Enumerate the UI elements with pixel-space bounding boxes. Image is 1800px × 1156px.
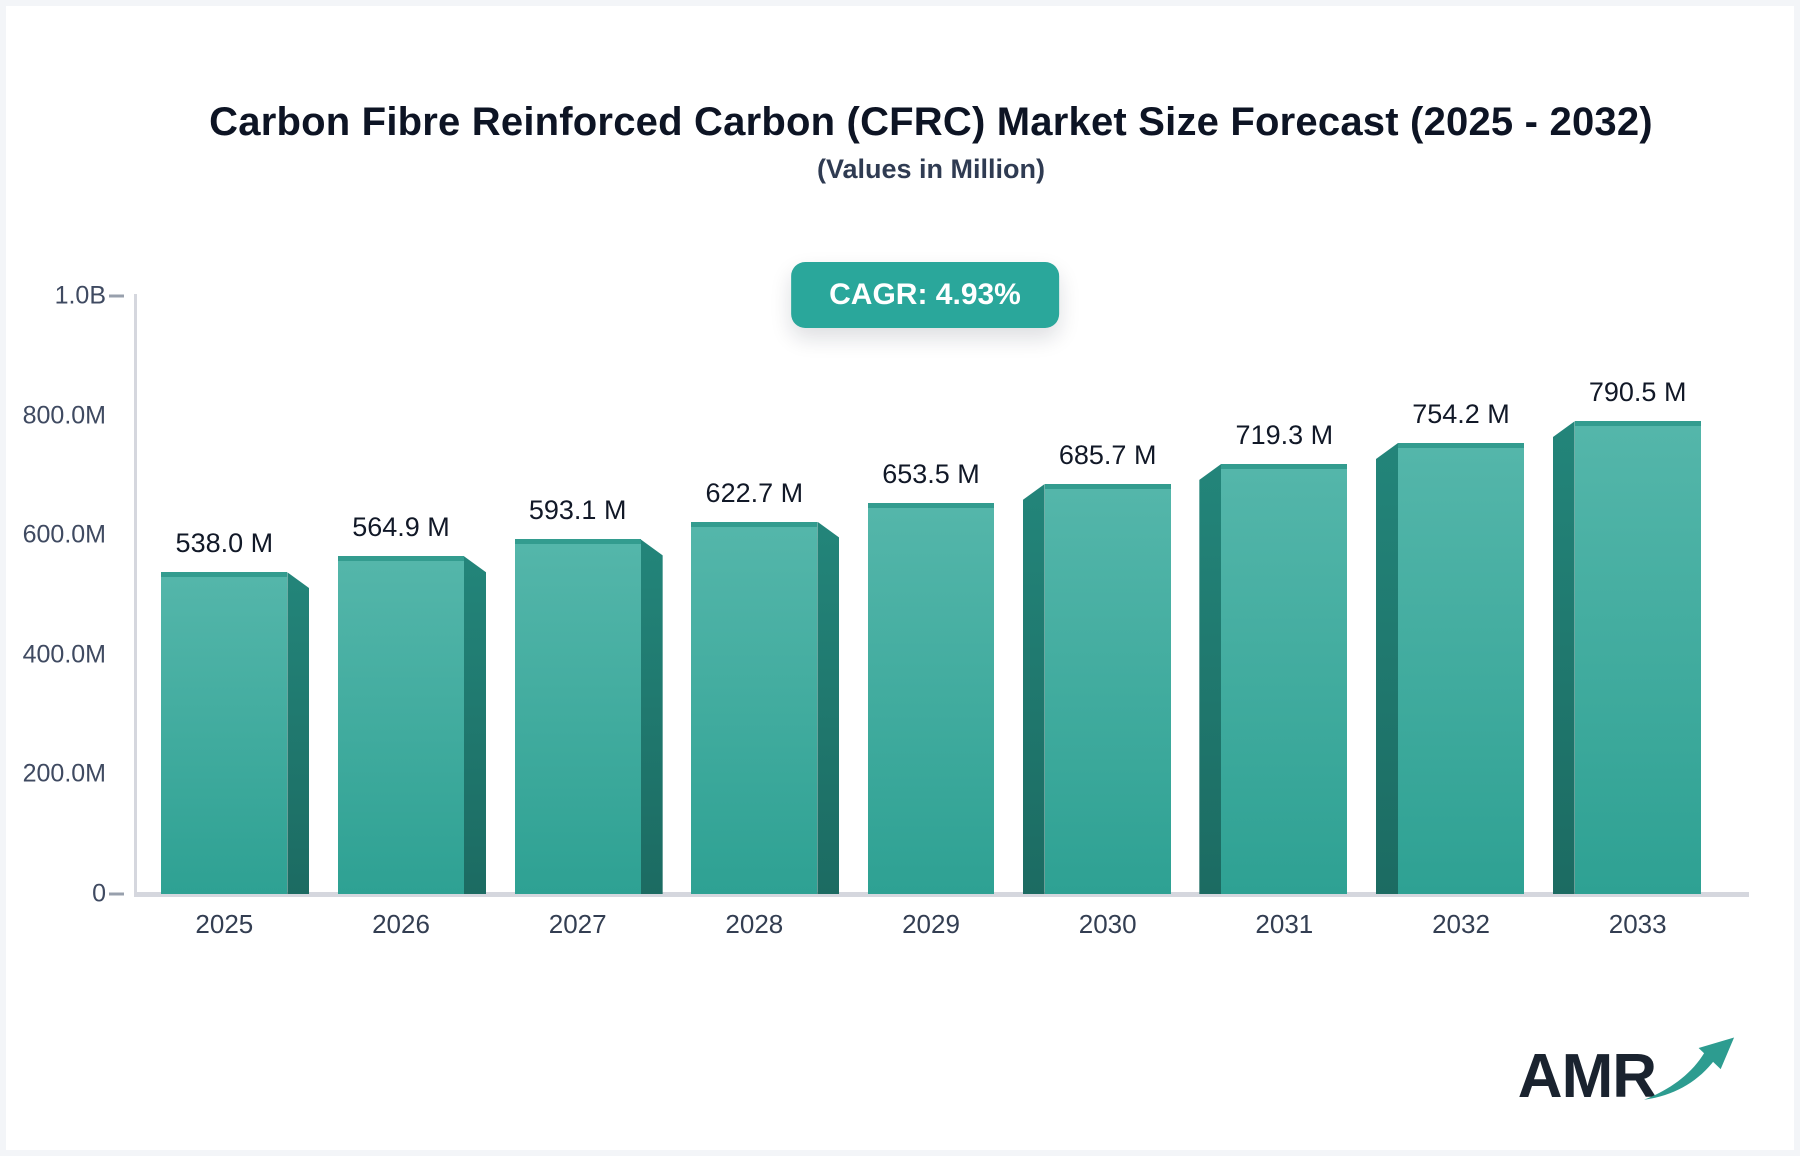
x-axis-label: 2031 bbox=[1255, 909, 1314, 939]
bar-2029 bbox=[868, 503, 994, 894]
bar-value-label: 538.0 M bbox=[175, 528, 274, 559]
bar-2032 bbox=[1398, 442, 1524, 894]
bar-side-face bbox=[1199, 463, 1222, 894]
bar-2031 bbox=[1221, 463, 1348, 894]
bar-2030 bbox=[1044, 483, 1171, 894]
bar-value-label: 719.3 M bbox=[1235, 419, 1334, 450]
bar-side-face bbox=[817, 521, 840, 894]
amr-logo: AMR bbox=[1518, 1036, 1736, 1108]
y-axis-tick-label: 400.0M bbox=[22, 640, 106, 669]
bar-2033 bbox=[1574, 421, 1701, 894]
bar-2026 bbox=[338, 556, 464, 894]
bar-side-face bbox=[464, 556, 486, 894]
y-axis-tick-label: 0 bbox=[92, 879, 106, 908]
x-axis-label: 2032 bbox=[1432, 909, 1490, 939]
bar-side-face bbox=[287, 572, 310, 894]
y-axis-tick-label: 600.0M bbox=[22, 520, 106, 549]
bar-side-face bbox=[1022, 483, 1045, 894]
bar-side-face bbox=[1552, 421, 1575, 894]
y-axis-tick-mark bbox=[109, 892, 124, 896]
x-axis-label: 2029 bbox=[902, 909, 960, 939]
amr-logo-text: AMR bbox=[1517, 1042, 1657, 1111]
bar-value-label: 564.9 M bbox=[352, 512, 450, 543]
x-axis-label: 2025 bbox=[195, 909, 254, 939]
bar-2028 bbox=[691, 521, 818, 894]
y-axis-line bbox=[134, 294, 137, 896]
y-axis-tick-label: 200.0M bbox=[22, 759, 106, 788]
bar-value-label: 622.7 M bbox=[705, 477, 804, 508]
growth-arrow-icon bbox=[1644, 1037, 1735, 1100]
bar-value-label: 685.7 M bbox=[1058, 439, 1157, 470]
bar-2027 bbox=[514, 539, 641, 894]
bar-value-label: 593.1 M bbox=[528, 495, 627, 526]
y-axis-tick-label: 1.0B bbox=[54, 281, 106, 310]
x-axis-label: 2028 bbox=[725, 909, 784, 939]
chart-title: Carbon Fibre Reinforced Carbon (CFRC) Ma… bbox=[209, 100, 1653, 144]
y-axis-tick-mark bbox=[109, 294, 124, 298]
chart-card: Carbon Fibre Reinforced Carbon (CFRC) Ma… bbox=[6, 6, 1794, 1150]
chart-subtitle: (Values in Million) bbox=[816, 154, 1046, 184]
x-axis-label: 2026 bbox=[372, 909, 430, 939]
bar-2025 bbox=[161, 572, 288, 894]
x-axis-label: 2030 bbox=[1078, 909, 1137, 939]
x-axis-label: 2033 bbox=[1608, 909, 1667, 939]
bar-value-label: 653.5 M bbox=[882, 459, 980, 490]
x-axis-label: 2027 bbox=[548, 909, 607, 939]
bar-chart: 0 200.0M 400.0M 600.0M 800.0M 1.0B 538.0 M 2025… bbox=[6, 6, 1800, 1150]
bar-side-face bbox=[1376, 442, 1398, 894]
y-axis-tick-label: 800.0M bbox=[22, 401, 106, 430]
cagr-badge: CAGR: 4.93% bbox=[791, 262, 1059, 328]
bar-value-label: 790.5 M bbox=[1588, 377, 1687, 408]
x-axis-baseline bbox=[134, 892, 1749, 897]
bar-side-face bbox=[640, 539, 663, 894]
bar-value-label: 754.2 M bbox=[1412, 398, 1510, 429]
